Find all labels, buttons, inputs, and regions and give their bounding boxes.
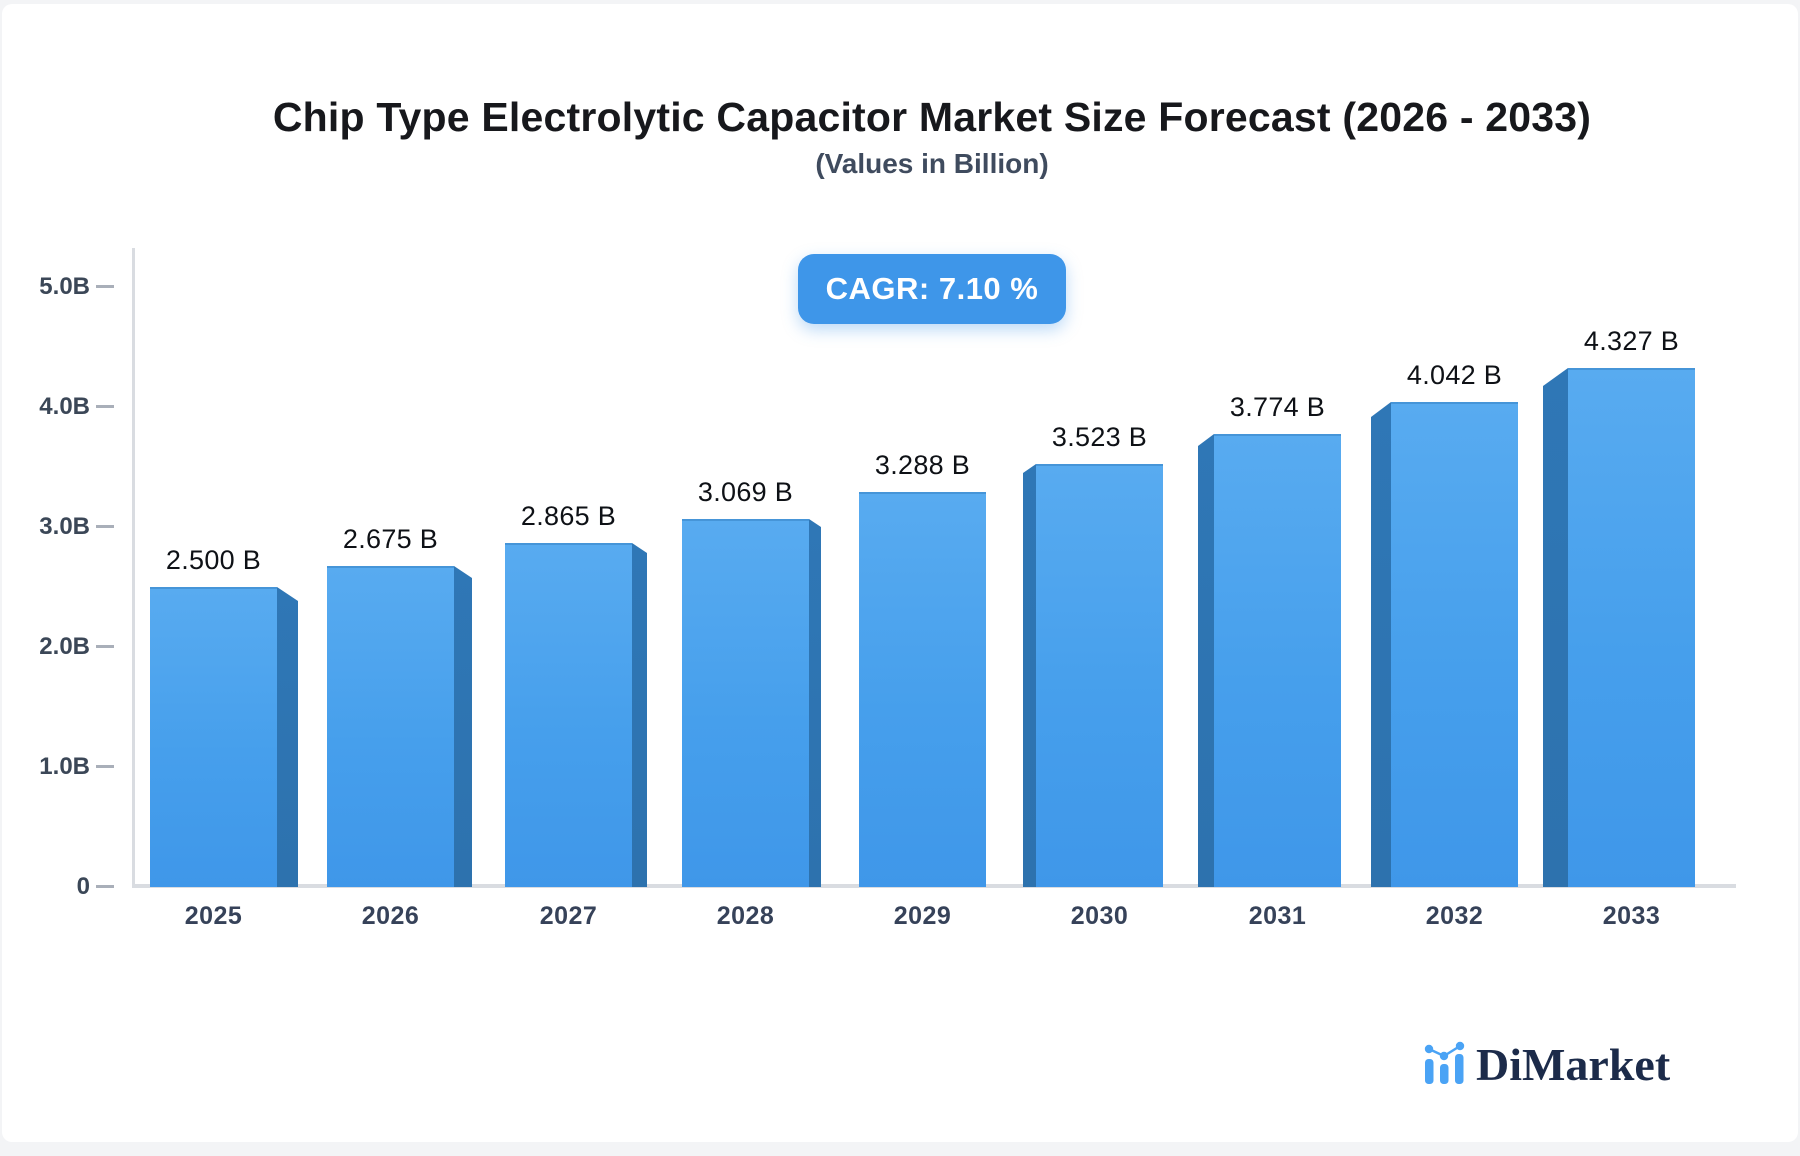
x-axis-label-2032: 2032 — [1425, 902, 1484, 930]
y-tick-dash — [96, 885, 114, 888]
brand-logo: DiMarket — [1424, 1040, 1670, 1089]
y-tick-dash — [96, 765, 114, 768]
bar-2027 — [505, 543, 632, 887]
brand-name: DiMarket — [1476, 1038, 1671, 1090]
bar-side-panel — [1198, 434, 1214, 887]
bar-2032 — [1391, 402, 1518, 887]
chart-subtitle: (Values in Billion) — [815, 148, 1049, 179]
y-tick-label: 2.0B — [39, 633, 90, 660]
bar-side-panel — [1543, 368, 1568, 887]
bar-value-label: 2.500 B — [165, 545, 262, 575]
bar-side-panel — [277, 587, 298, 887]
y-tick-dash — [96, 525, 114, 528]
bar-value-label: 4.042 B — [1406, 360, 1503, 390]
bar-side-panel — [1371, 402, 1391, 887]
x-axis-label-2027: 2027 — [539, 902, 598, 930]
x-axis-label-2029: 2029 — [893, 902, 952, 930]
bar-2026 — [327, 566, 454, 887]
y-tick-label: 4.0B — [39, 393, 90, 420]
x-axis-label-2026: 2026 — [361, 902, 420, 930]
y-tick-label: 3.0B — [39, 513, 90, 540]
x-axis-label-2030: 2030 — [1070, 902, 1129, 930]
bar-2029 — [859, 492, 986, 887]
cagr-badge-label: CAGR: 7.10 % — [825, 271, 1039, 306]
x-axis-label-2033: 2033 — [1602, 902, 1661, 930]
x-axis-label-2028: 2028 — [716, 902, 775, 930]
x-axis-label-2031: 2031 — [1248, 902, 1307, 930]
bar-value-label: 3.288 B — [874, 450, 971, 480]
bar-side-panel — [809, 519, 821, 887]
y-tick-label: 5.0B — [39, 273, 90, 300]
y-tick-label: 0 — [76, 873, 90, 900]
bar-side-panel — [1023, 464, 1036, 887]
bar-2028 — [682, 519, 809, 887]
bar-value-label: 3.069 B — [697, 477, 794, 507]
bar-side-panel — [454, 566, 472, 887]
bar-value-label: 2.675 B — [342, 524, 439, 554]
x-axis-label-2025: 2025 — [184, 902, 243, 930]
bar-2033 — [1568, 368, 1695, 887]
bar-2030 — [1036, 464, 1163, 887]
bar-value-label: 3.774 B — [1229, 392, 1326, 422]
mini-bar-chart-logo-icon — [1424, 1040, 1466, 1089]
bar-value-label: 3.523 B — [1051, 422, 1148, 452]
chart-title: Chip Type Electrolytic Capacitor Market … — [272, 94, 1592, 140]
y-tick-dash — [96, 645, 114, 648]
bar-2031 — [1214, 434, 1341, 887]
y-axis — [132, 248, 135, 887]
y-tick-dash — [96, 285, 114, 288]
cagr-badge: CAGR: 7.10 % — [798, 254, 1066, 324]
y-tick-label: 1.0B — [39, 753, 90, 780]
bar-side-panel — [632, 543, 647, 887]
bar-value-label: 2.865 B — [520, 501, 617, 531]
y-tick-dash — [96, 405, 114, 408]
bar-value-label: 4.327 B — [1583, 326, 1680, 356]
bar-2025 — [150, 587, 277, 887]
